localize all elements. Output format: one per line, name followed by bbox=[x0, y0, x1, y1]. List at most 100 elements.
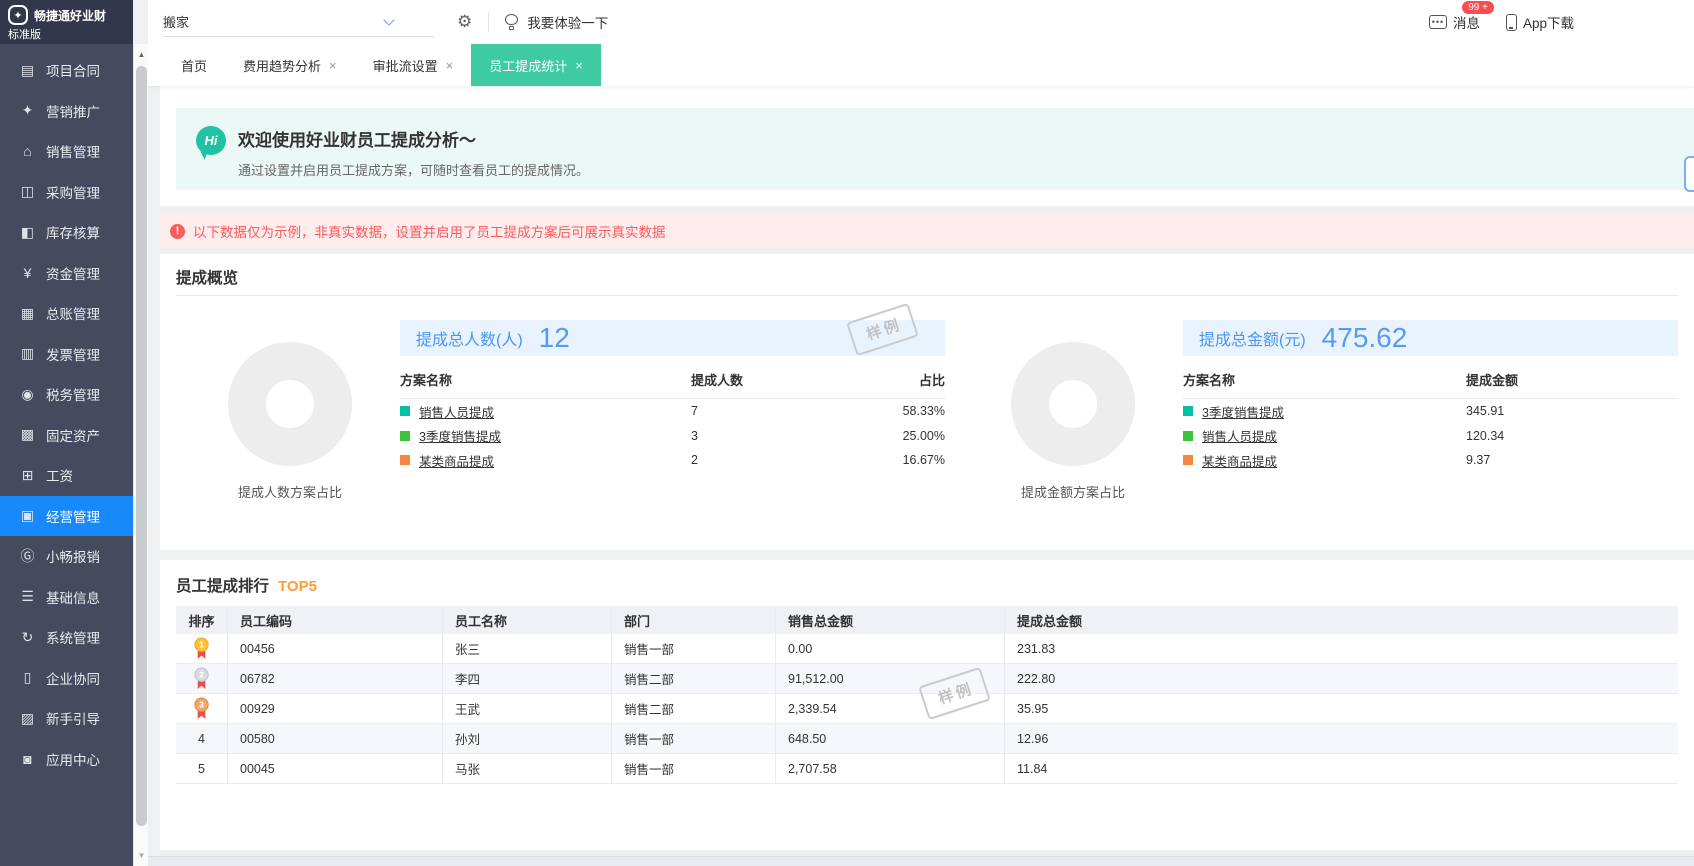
sidebar-item-project-contract[interactable]: ▤ 项目合同 bbox=[0, 50, 133, 91]
sidebar: ✦ 畅捷通好业财 标准版 ▤ 项目合同 ✦ 营销推广 ⌂ 销售管理 ◫ 采购管理 ◧ 库存核算 ¥ 资… bbox=[0, 0, 133, 866]
ranking-value-cell: 00929 bbox=[228, 694, 443, 723]
svg-text:1: 1 bbox=[199, 640, 204, 650]
ranking-top5-badge: TOP5 bbox=[278, 578, 317, 595]
plan-link[interactable]: 销售人员提成 bbox=[1202, 430, 1278, 445]
ranking-column-header: 排序 bbox=[176, 606, 228, 634]
scroll-down-icon[interactable]: ▼ bbox=[137, 851, 146, 860]
sidebar-item-fixed-assets[interactable]: ▩ 固定资产 bbox=[0, 415, 133, 456]
sidebar-item-inventory[interactable]: ◧ 库存核算 bbox=[0, 212, 133, 253]
sidebar-item-label: 企业协同 bbox=[46, 671, 100, 687]
ledger-icon: ▦ bbox=[20, 304, 35, 321]
sidebar-item-tax[interactable]: ◉ 税务管理 bbox=[0, 374, 133, 415]
module-search-select[interactable]: 搬家 bbox=[163, 7, 435, 37]
legend-swatch bbox=[400, 430, 410, 441]
tab-审批流设置[interactable]: 审批流设置 × bbox=[355, 44, 472, 86]
sidebar-item-collaboration[interactable]: ▯ 企业协同 bbox=[0, 658, 133, 699]
plan-table-row: 某类商品提成 9.37 bbox=[1183, 448, 1678, 473]
close-icon[interactable]: × bbox=[575, 57, 583, 73]
sidebar-item-payroll[interactable]: ⊞ 工资 bbox=[0, 455, 133, 496]
sidebar-item-app-center[interactable]: ◙ 应用中心 bbox=[0, 739, 133, 780]
sidebar-scrollbar[interactable]: ▲ ▼ bbox=[133, 44, 148, 866]
headcount-plan-table: 方案名称 提成人数 占比 销售人员提成 7 58.33% 3季度销售提成 3 25.00% 某类商… bbox=[400, 364, 945, 473]
experience-link[interactable]: 我要体验一下 bbox=[505, 12, 608, 32]
ranking-value-cell: 91,512.00 bbox=[776, 664, 1005, 693]
messages-button[interactable]: ••• 消息 99 + bbox=[1428, 1, 1494, 32]
plan-link[interactable]: 某类商品提成 bbox=[419, 454, 495, 469]
ranking-value-cell: 00580 bbox=[228, 724, 443, 753]
ranking-value-cell: 销售一部 bbox=[612, 754, 776, 783]
commission-ranking-card: 员工提成排行 TOP5 排序 员工编码 员工名称 部门 销售总金额 提成总金额 1 00456… bbox=[160, 560, 1694, 850]
headcount-donut-caption: 提成人数方案占比 bbox=[237, 485, 342, 500]
sidebar-item-funds[interactable]: ¥ 资金管理 bbox=[0, 253, 133, 294]
tab-员工提成统计[interactable]: 员工提成统计 × bbox=[471, 44, 601, 86]
tab-label: 员工提成统计 bbox=[489, 58, 568, 74]
ranking-column-header: 员工编码 bbox=[228, 606, 443, 634]
sidebar-item-ledger[interactable]: ▦ 总账管理 bbox=[0, 293, 133, 334]
plan-table-row: 3季度销售提成 345.91 bbox=[1183, 399, 1678, 424]
marketing-icon: ✦ bbox=[21, 102, 34, 119]
sidebar-item-base-info[interactable]: ☰ 基础信息 bbox=[0, 577, 133, 618]
sidebar-item-system-mgmt[interactable]: ↻ 系统管理 bbox=[0, 617, 133, 658]
sidebar-item-expense[interactable]: Ⓖ 小畅报销 bbox=[0, 536, 133, 577]
messages-badge: 99 + bbox=[1462, 1, 1494, 14]
amount-stat-label: 提成总金额(元) bbox=[1199, 332, 1306, 349]
rank-medal-icon: 2 bbox=[194, 667, 209, 689]
sidebar-item-label: 税务管理 bbox=[46, 388, 100, 404]
tab-费用趋势分析[interactable]: 费用趋势分析 × bbox=[225, 44, 355, 86]
close-icon[interactable]: × bbox=[329, 57, 337, 73]
bottom-scroll-strip[interactable] bbox=[148, 856, 1694, 866]
sidebar-item-marketing[interactable]: ✦ 营销推广 bbox=[0, 91, 133, 132]
ranking-value-cell: 马张 bbox=[443, 754, 612, 783]
amount-plan-table: 方案名称 提成金额 3季度销售提成 345.91 销售人员提成 120.34 某类商品提成 9… bbox=[1183, 364, 1678, 473]
ranking-value-cell: 销售一部 bbox=[612, 724, 776, 753]
ranking-value-cell: 2,339.54 bbox=[776, 694, 1005, 723]
scrollbar-thumb[interactable] bbox=[136, 66, 147, 826]
sidebar-item-label: 资金管理 bbox=[46, 266, 100, 282]
notice-text: 以下数据仅为示例，非真实数据，设置并启用了员工提成方案后可展示真实数据 bbox=[193, 225, 666, 240]
app-download-label: App下载 bbox=[1522, 16, 1574, 31]
setup-plan-button-cutoff[interactable] bbox=[1684, 156, 1694, 192]
plan-link[interactable]: 3季度销售提成 bbox=[419, 430, 501, 445]
ranking-table: 排序 员工编码 员工名称 部门 销售总金额 提成总金额 1 00456 张三 销售一部 0.00 23… bbox=[176, 606, 1678, 784]
scroll-up-icon[interactable]: ▲ bbox=[137, 50, 146, 59]
plan-link[interactable]: 销售人员提成 bbox=[419, 405, 495, 420]
tab-label: 费用趋势分析 bbox=[243, 58, 322, 74]
sidebar-item-sales[interactable]: ⌂ 销售管理 bbox=[0, 131, 133, 172]
amount-stat-banner: 提成总金额(元) 475.62 bbox=[1183, 320, 1678, 356]
ranking-value-cell: 销售二部 bbox=[612, 664, 776, 693]
headcount-stat-value: 12 bbox=[538, 322, 570, 353]
legend-swatch bbox=[1183, 430, 1193, 441]
amount-donut-chart bbox=[1011, 342, 1135, 466]
plan-value-cell: 345.91 bbox=[1466, 404, 1505, 419]
rank-cell: 4 bbox=[176, 724, 228, 753]
sidebar-item-label: 小畅报销 bbox=[46, 550, 100, 566]
rank-cell: 5 bbox=[176, 754, 228, 783]
sidebar-item-guide[interactable]: ▨ 新手引导 bbox=[0, 698, 133, 739]
plan-name-cell: 某类商品提成 bbox=[400, 451, 691, 470]
rank-medal-icon: 1 bbox=[194, 637, 209, 659]
chevron-down-icon[interactable] bbox=[383, 14, 395, 26]
plan-table-header: 方案名称 提成人数 占比 bbox=[400, 364, 945, 399]
plan-value-cell: 3 bbox=[691, 428, 698, 443]
table-row: 2 06782 李四 销售二部 91,512.00 222.80 bbox=[176, 664, 1678, 694]
ranking-value-cell: 35.95 bbox=[1017, 701, 1049, 716]
sidebar-item-purchase[interactable]: ◫ 采购管理 bbox=[0, 172, 133, 213]
close-icon[interactable]: × bbox=[445, 57, 454, 73]
sidebar-item-business-mgmt[interactable]: ▣ 经营管理 bbox=[0, 495, 133, 536]
sample-data-notice: ! 以下数据仅为示例，非真实数据，设置并启用了员工提成方案后可展示真实数据 bbox=[160, 214, 1694, 248]
payroll-icon: ⊞ bbox=[21, 466, 34, 483]
plan-name-cell: 某类商品提成 bbox=[1183, 451, 1466, 470]
app-download-button[interactable]: App下载 bbox=[1505, 12, 1574, 32]
svg-text:3: 3 bbox=[199, 700, 204, 710]
sidebar-item-invoice[interactable]: ▥ 发票管理 bbox=[0, 334, 133, 375]
tab-首页[interactable]: 首页 bbox=[163, 44, 225, 86]
plan-value-cell: 120.34 bbox=[1466, 428, 1505, 443]
tab-label: 首页 bbox=[181, 58, 208, 74]
gear-icon[interactable]: ⚙ bbox=[457, 12, 473, 31]
expense-icon: Ⓖ bbox=[20, 548, 35, 565]
plan-link[interactable]: 3季度销售提成 bbox=[1202, 405, 1284, 420]
plan-link[interactable]: 某类商品提成 bbox=[1202, 454, 1278, 469]
ranking-column-header: 员工名称 bbox=[443, 606, 612, 634]
rank-cell: 2 bbox=[176, 664, 228, 693]
welcome-card: Hi 欢迎使用好业财员工提成分析～ 通过设置并启用员工提成方案，可随时查看员工的… bbox=[160, 86, 1694, 206]
